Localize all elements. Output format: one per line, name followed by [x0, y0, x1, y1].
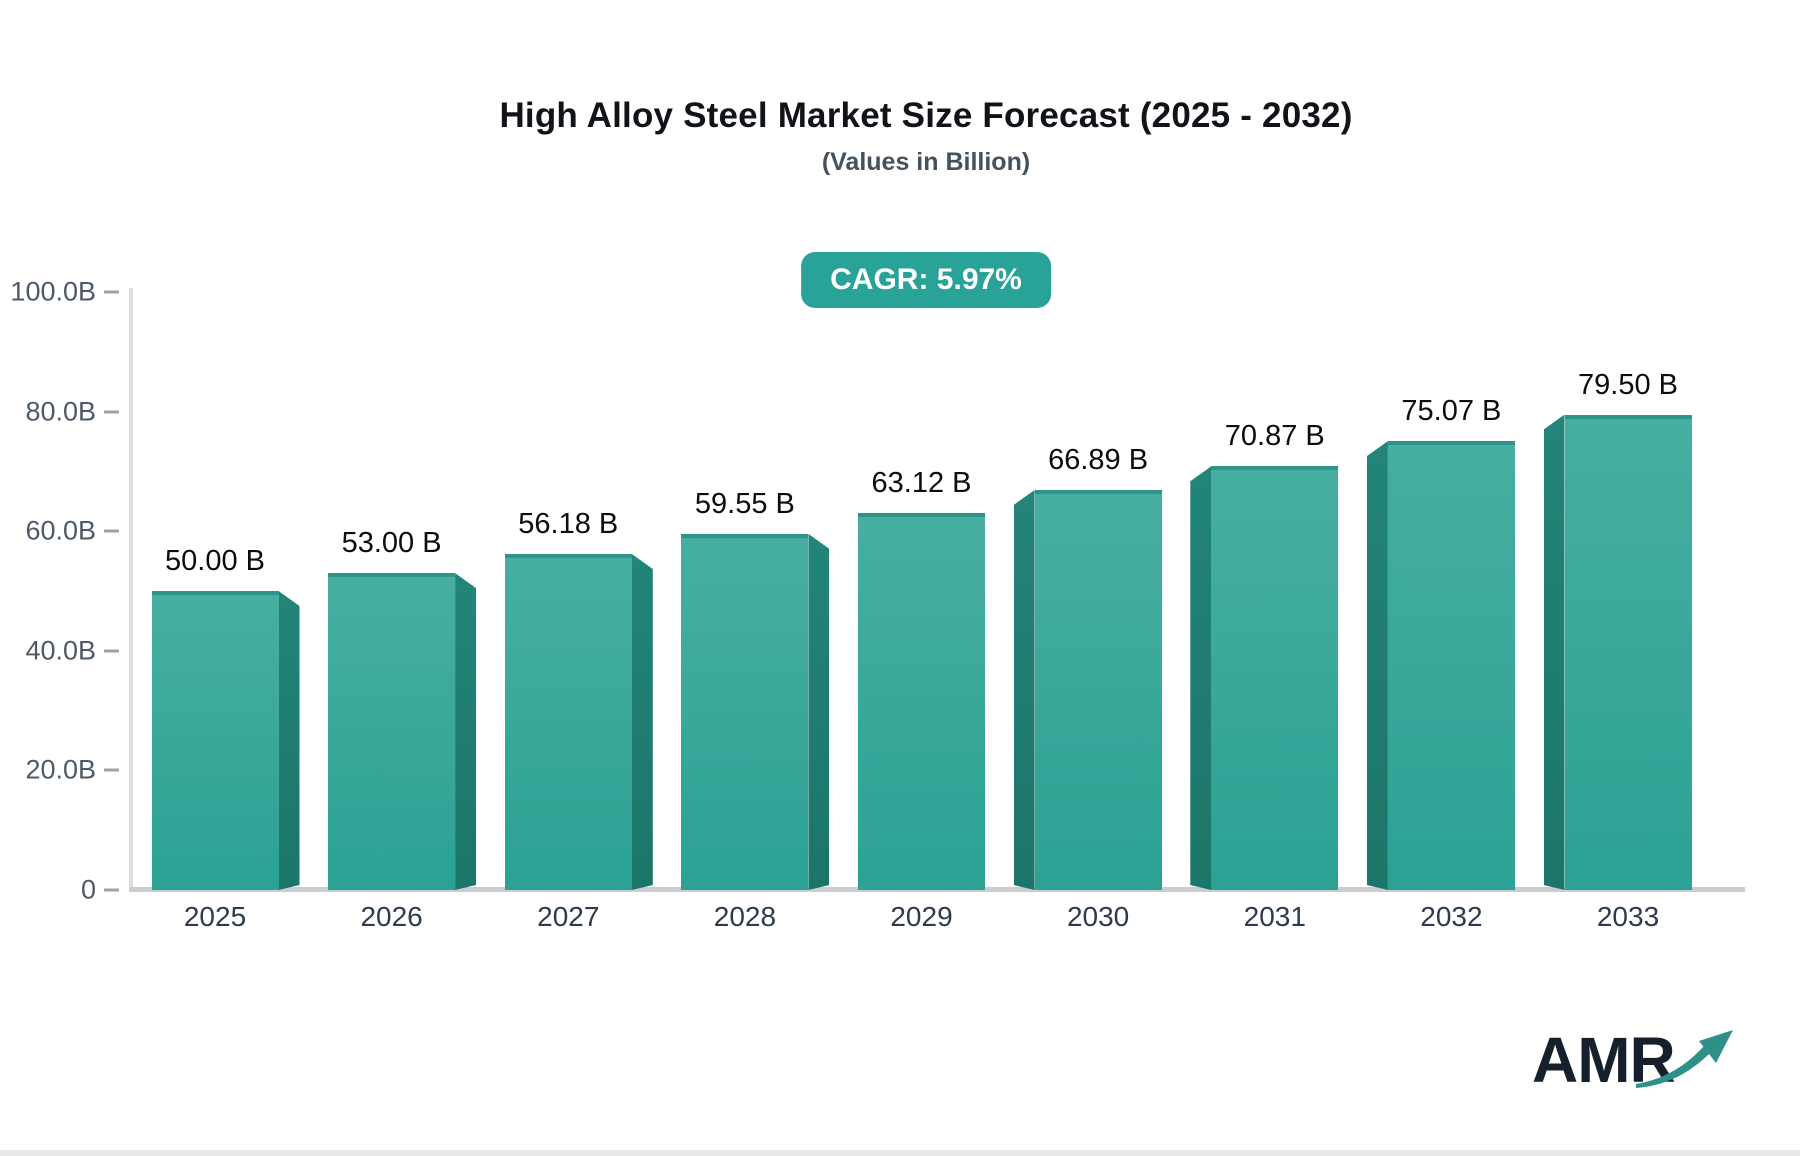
y-tick-label-80.0B: 80.0B — [25, 396, 96, 427]
bar-side-3d — [279, 591, 300, 890]
y-tick-label-40.0B: 40.0B — [25, 635, 96, 666]
bar-value-label: 50.00 B — [165, 545, 265, 577]
y-tick-mark — [104, 290, 119, 294]
bar-face — [1564, 414, 1692, 890]
x-axis-label-2028: 2028 — [713, 901, 777, 932]
x-axis-label-2026: 2026 — [360, 901, 423, 932]
x-axis-label-2029: 2029 — [890, 901, 953, 932]
bar-value-label: 56.18 B — [518, 508, 619, 540]
bar-value-label: 66.89 B — [1048, 444, 1149, 476]
bar-2032: 75.07 B — [1387, 395, 1515, 890]
bar-value-label: 59.55 B — [694, 487, 795, 520]
y-tick-mark — [104, 649, 119, 653]
amr-logo: AMR — [1532, 1028, 1733, 1108]
bar-2029: 63.12 B — [858, 467, 985, 890]
bar-side-3d — [1190, 466, 1211, 890]
page-title: High Alloy Steel Market Size Forecast (2… — [499, 96, 1353, 135]
bar-side-3d — [1014, 490, 1035, 890]
y-tick-label-60.0B: 60.0B — [25, 515, 96, 546]
bar-2033: 79.50 B — [1564, 369, 1692, 890]
bar-face — [1211, 466, 1339, 890]
bar-value-label: 75.07 B — [1401, 395, 1502, 428]
y-tick-mark — [104, 410, 119, 414]
bar-2031: 70.87 B — [1211, 420, 1339, 890]
bottom-border — [0, 1150, 1800, 1156]
y-tick-label-20.0B: 20.0B — [25, 754, 96, 785]
bar-face — [1034, 490, 1162, 890]
bar-2026: 53.00 B — [328, 527, 456, 890]
bar-face — [1387, 441, 1515, 890]
page-subtitle: (Values in Billion) — [821, 148, 1031, 176]
bar-side-3d — [455, 573, 476, 890]
bar-side-3d — [1544, 415, 1565, 890]
x-axis-label-2027: 2027 — [537, 901, 600, 932]
bar-face — [858, 512, 985, 890]
bar-side-3d — [1367, 441, 1388, 890]
bar-side-3d — [808, 534, 829, 890]
x-axis-label-2030: 2030 — [1066, 901, 1130, 932]
y-tick-mark — [104, 529, 119, 533]
bar-face — [504, 554, 632, 890]
bar-value-label: 63.12 B — [871, 466, 972, 499]
bar-value-label: 70.87 B — [1224, 420, 1325, 453]
bar-value-label: 53.00 B — [341, 527, 442, 560]
bar-face — [328, 573, 456, 890]
bar-2025: 50.00 B — [151, 545, 279, 890]
bar-2027: 56.18 B — [504, 508, 632, 890]
x-axis-label-2033: 2033 — [1596, 901, 1660, 932]
growth-arrow-icon — [1636, 1030, 1733, 1088]
x-axis-label-2032: 2032 — [1420, 901, 1483, 932]
x-axis-label-2025: 2025 — [183, 901, 247, 932]
bar-2030: 66.89 B — [1034, 444, 1162, 890]
bar-side-3d — [632, 554, 653, 890]
bar-value-label: 79.50 B — [1578, 368, 1678, 401]
cagr-badge: CAGR: 5.97% — [801, 252, 1051, 308]
y-tick-mark — [104, 888, 119, 892]
bar-face — [151, 591, 279, 890]
y-tick-mark — [104, 768, 119, 772]
y-axis-line — [129, 288, 133, 891]
bar-face — [681, 533, 809, 890]
bar-2028: 59.55 B — [681, 488, 809, 890]
y-tick-label-0: 0 — [80, 874, 96, 905]
x-axis-label-2031: 2031 — [1243, 901, 1306, 932]
y-tick-label-100.0B: 100.0B — [10, 276, 96, 307]
